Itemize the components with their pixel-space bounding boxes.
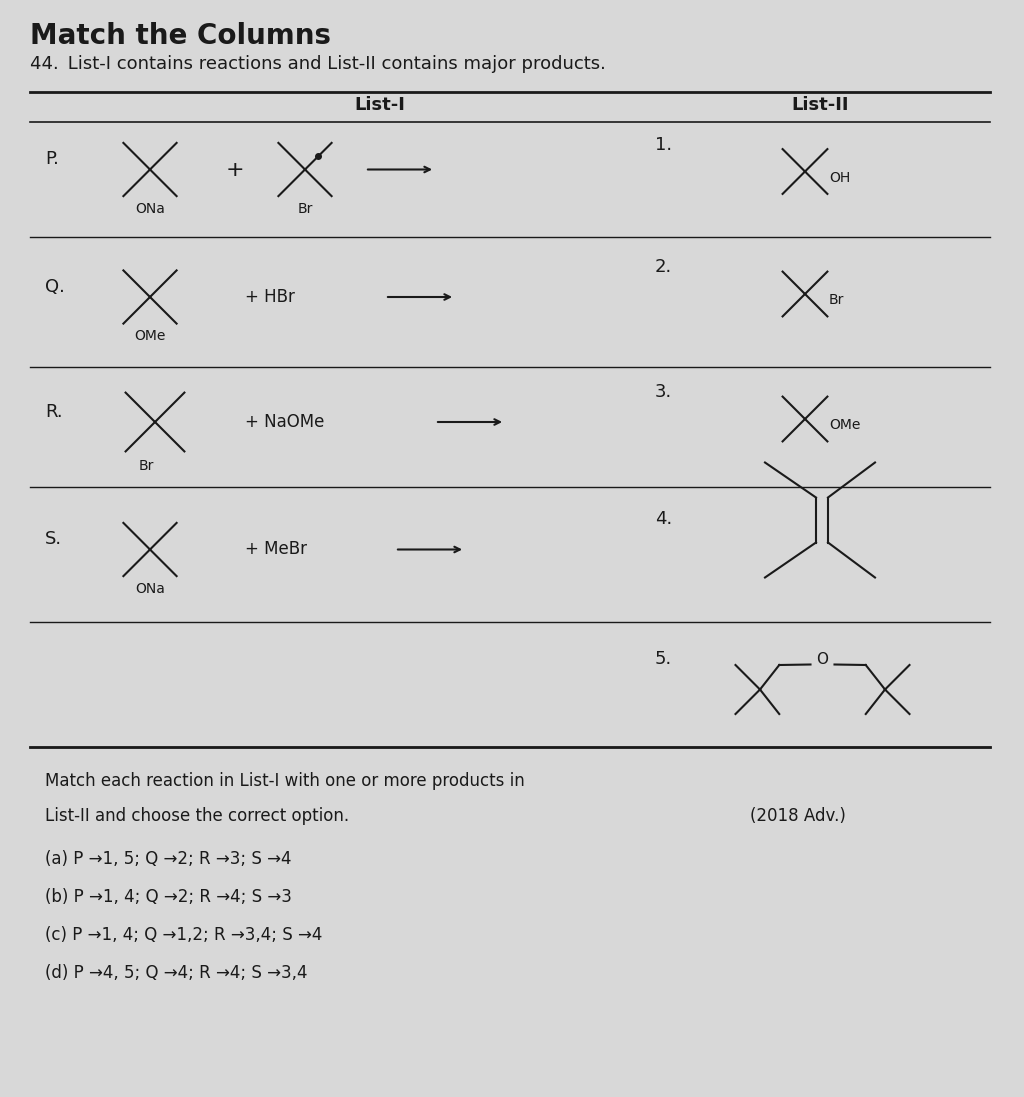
Text: OMe: OMe <box>134 329 166 343</box>
Text: Q.: Q. <box>45 278 65 296</box>
Text: ONa: ONa <box>135 581 165 596</box>
Text: 1.: 1. <box>655 136 672 154</box>
Text: (2018 Adv.): (2018 Adv.) <box>750 807 846 825</box>
Text: List-I: List-I <box>354 97 406 114</box>
Text: Match the Columns: Match the Columns <box>30 22 331 50</box>
Text: 5.: 5. <box>655 651 672 668</box>
Text: + MeBr: + MeBr <box>245 541 307 558</box>
Text: Match each reaction in List-I with one or more products in: Match each reaction in List-I with one o… <box>45 772 524 790</box>
Text: (c) P →1, 4; Q →1,2; R →3,4; S →4: (c) P →1, 4; Q →1,2; R →3,4; S →4 <box>45 926 323 945</box>
Text: (d) P →4, 5; Q →4; R →4; S →3,4: (d) P →4, 5; Q →4; R →4; S →3,4 <box>45 964 307 982</box>
Text: 3.: 3. <box>655 383 672 402</box>
Text: ONa: ONa <box>135 202 165 216</box>
Text: O: O <box>816 652 828 667</box>
Text: Br: Br <box>297 202 312 216</box>
Text: OH: OH <box>829 171 850 185</box>
Text: Br: Br <box>829 293 845 307</box>
Text: OMe: OMe <box>829 418 860 432</box>
Text: (b) P →1, 4; Q →2; R →4; S →3: (b) P →1, 4; Q →2; R →4; S →3 <box>45 887 292 906</box>
Text: List-II: List-II <box>792 97 849 114</box>
Text: S.: S. <box>45 531 62 548</box>
Text: 2.: 2. <box>655 258 672 276</box>
Text: R.: R. <box>45 403 62 421</box>
Text: Br: Br <box>139 459 155 473</box>
Text: (a) P →1, 5; Q →2; R →3; S →4: (a) P →1, 5; Q →2; R →3; S →4 <box>45 850 292 868</box>
Text: 44. List-I contains reactions and List-II contains major products.: 44. List-I contains reactions and List-I… <box>30 55 606 73</box>
Text: +: + <box>225 159 245 180</box>
Text: + HBr: + HBr <box>245 289 295 306</box>
Text: + NaOMe: + NaOMe <box>245 412 325 431</box>
Text: 4.: 4. <box>655 510 672 529</box>
Text: List-II and choose the correct option.: List-II and choose the correct option. <box>45 807 349 825</box>
Text: P.: P. <box>45 150 58 169</box>
